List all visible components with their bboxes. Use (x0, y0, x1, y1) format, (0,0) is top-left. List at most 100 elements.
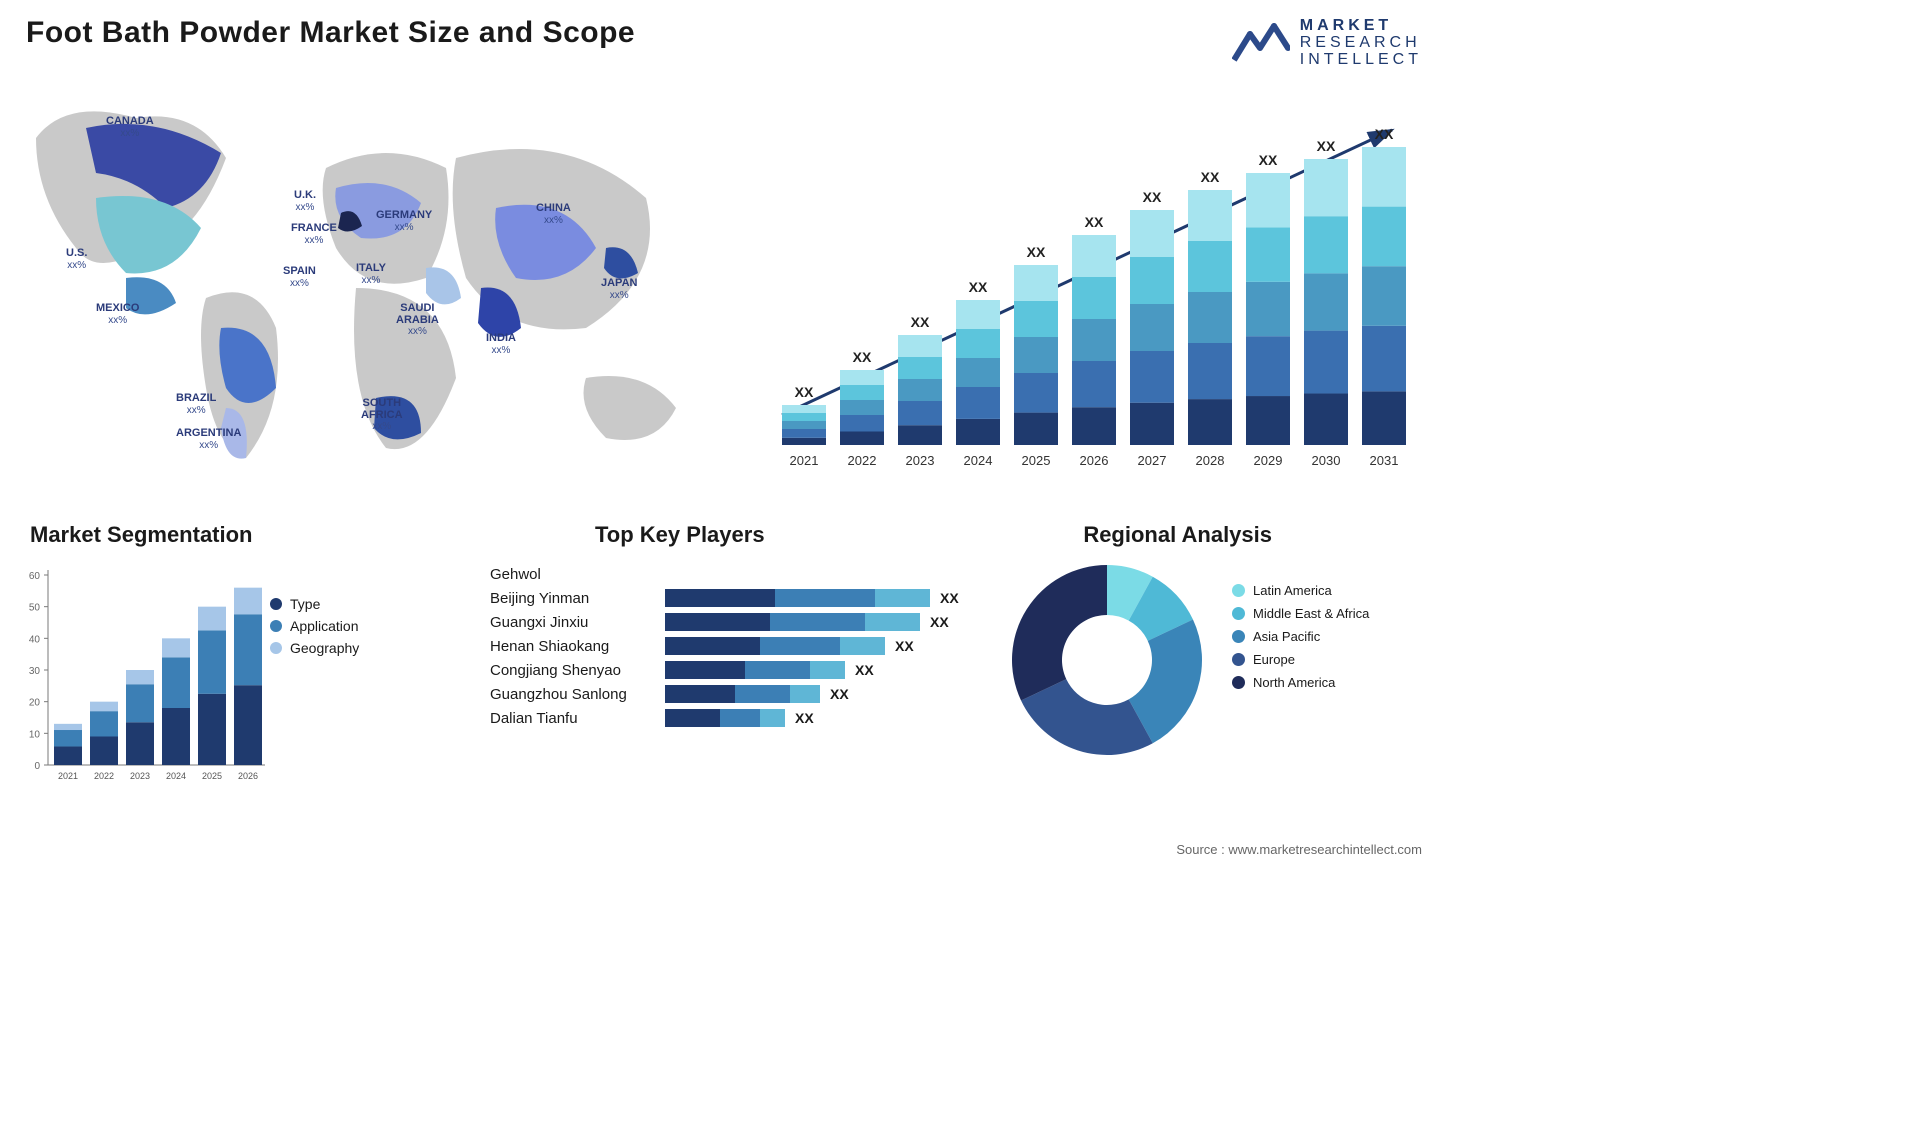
svg-text:XX: XX (911, 314, 930, 330)
brand-logo: MARKET RESEARCH INTELLECT (1232, 18, 1422, 68)
svg-text:XX: XX (1375, 126, 1394, 142)
source-text: Source : www.marketresearchintellect.com (1176, 842, 1422, 857)
svg-text:2022: 2022 (848, 453, 877, 468)
key-player-value: XX (830, 686, 849, 702)
key-player-name: Guangzhou Sanlong (490, 686, 665, 703)
legend-item: Europe (1232, 652, 1369, 667)
svg-text:XX: XX (1201, 169, 1220, 185)
svg-text:60: 60 (29, 571, 41, 582)
map-label: SPAINxx% (283, 266, 316, 289)
svg-text:2021: 2021 (790, 453, 819, 468)
legend-item: Middle East & Africa (1232, 606, 1369, 621)
key-players: GehwolBeijing YinmanXXGuangxi JinxiuXXHe… (490, 560, 980, 733)
key-player-name: Gehwol (490, 566, 665, 583)
key-player-value: XX (895, 638, 914, 654)
world-map: CANADAxx% U.S.xx% MEXICOxx% BRAZILxx% ARGENT… (26, 78, 716, 498)
legend-item: Application (270, 618, 359, 634)
map-label: SOUTHAFRICAxx% (361, 398, 403, 433)
key-player-name: Beijing Yinman (490, 590, 665, 607)
key-player-bar (665, 637, 885, 655)
key-player-bar (665, 613, 920, 631)
logo-text-1: MARKET (1300, 18, 1422, 35)
map-label: ITALYxx% (356, 263, 386, 286)
svg-text:2024: 2024 (166, 771, 186, 781)
map-label: INDIAxx% (486, 333, 516, 356)
key-player-bar (665, 589, 930, 607)
key-player-row: Beijing Yinman XX (490, 589, 980, 607)
legend-item: Type (270, 596, 359, 612)
key-player-row: Henan Shiaokang XX (490, 637, 980, 655)
map-label: MEXICOxx% (96, 303, 139, 326)
svg-text:30: 30 (29, 666, 41, 677)
page-title: Foot Bath Powder Market Size and Scope (26, 16, 635, 50)
key-player-row: Gehwol (490, 566, 980, 583)
svg-text:XX: XX (795, 384, 814, 400)
legend-item: Geography (270, 640, 359, 656)
svg-text:20: 20 (29, 698, 41, 709)
svg-text:0: 0 (34, 761, 40, 772)
map-label: U.S.xx% (66, 248, 87, 271)
logo-text-2: RESEARCH (1300, 35, 1422, 52)
svg-text:2025: 2025 (202, 771, 222, 781)
segmentation-chart: 0 10 20 30 40 50 60 2021 2022 2023 2024 2025 2026 (20, 560, 450, 820)
svg-text:2022: 2022 (94, 771, 114, 781)
svg-text:40: 40 (29, 634, 41, 645)
key-player-row: Dalian Tianfu XX (490, 709, 980, 727)
svg-text:2023: 2023 (906, 453, 935, 468)
legend-item: Asia Pacific (1232, 629, 1369, 644)
legend-item: Latin America (1232, 583, 1369, 598)
segmentation-title: Market Segmentation (30, 522, 253, 548)
svg-text:2029: 2029 (1254, 453, 1283, 468)
map-label: U.K.xx% (294, 190, 316, 213)
svg-text:2028: 2028 (1196, 453, 1225, 468)
map-label: GERMANYxx% (376, 210, 432, 233)
svg-text:2027: 2027 (1138, 453, 1167, 468)
key-player-row: Congjiang Shenyao XX (490, 661, 980, 679)
svg-text:XX: XX (1027, 244, 1046, 260)
key-players-title: Top Key Players (595, 522, 765, 548)
growth-chart: XX 2021 XX 2022 XX 2023 XX 2024 XX 2025 XX 2026 XX 20… (752, 90, 1422, 480)
svg-text:2026: 2026 (1080, 453, 1109, 468)
key-player-row: Guangxi Jinxiu XX (490, 613, 980, 631)
key-player-name: Dalian Tianfu (490, 710, 665, 727)
regional-title: Regional Analysis (1083, 522, 1272, 548)
legend-item: North America (1232, 675, 1369, 690)
svg-text:2026: 2026 (238, 771, 258, 781)
svg-text:2031: 2031 (1370, 453, 1399, 468)
segmentation-legend: Type Application Geography (270, 590, 359, 662)
svg-text:2021: 2021 (58, 771, 78, 781)
svg-text:50: 50 (29, 603, 41, 614)
logo-text-3: INTELLECT (1300, 52, 1422, 69)
regional-analysis: Latin America Middle East & Africa Asia Pa… (1002, 555, 1422, 805)
key-player-value: XX (855, 662, 874, 678)
key-player-bar (665, 709, 785, 727)
svg-text:2023: 2023 (130, 771, 150, 781)
svg-text:2030: 2030 (1312, 453, 1341, 468)
map-label: CHINAxx% (536, 203, 571, 226)
svg-text:2025: 2025 (1022, 453, 1051, 468)
key-player-name: Congjiang Shenyao (490, 662, 665, 679)
svg-text:2024: 2024 (964, 453, 993, 468)
map-label: CANADAxx% (106, 116, 154, 139)
map-label: JAPANxx% (601, 278, 637, 301)
logo-mark-icon (1232, 20, 1290, 66)
key-player-name: Henan Shiaokang (490, 638, 665, 655)
map-label: FRANCExx% (291, 223, 337, 246)
svg-text:XX: XX (1143, 189, 1162, 205)
map-label: BRAZILxx% (176, 393, 216, 416)
key-player-value: XX (795, 710, 814, 726)
key-player-row: Guangzhou Sanlong XX (490, 685, 980, 703)
svg-text:XX: XX (1259, 152, 1278, 168)
key-player-value: XX (930, 614, 949, 630)
svg-text:XX: XX (1085, 214, 1104, 230)
key-player-value: XX (940, 590, 959, 606)
map-label: ARGENTINAxx% (176, 428, 241, 451)
key-player-bar (665, 685, 820, 703)
key-player-name: Guangxi Jinxiu (490, 614, 665, 631)
map-label: SAUDIARABIAxx% (396, 303, 439, 338)
key-player-bar (665, 661, 845, 679)
svg-text:XX: XX (1317, 138, 1336, 154)
svg-text:XX: XX (969, 279, 988, 295)
svg-text:10: 10 (29, 729, 41, 740)
svg-text:XX: XX (853, 349, 872, 365)
